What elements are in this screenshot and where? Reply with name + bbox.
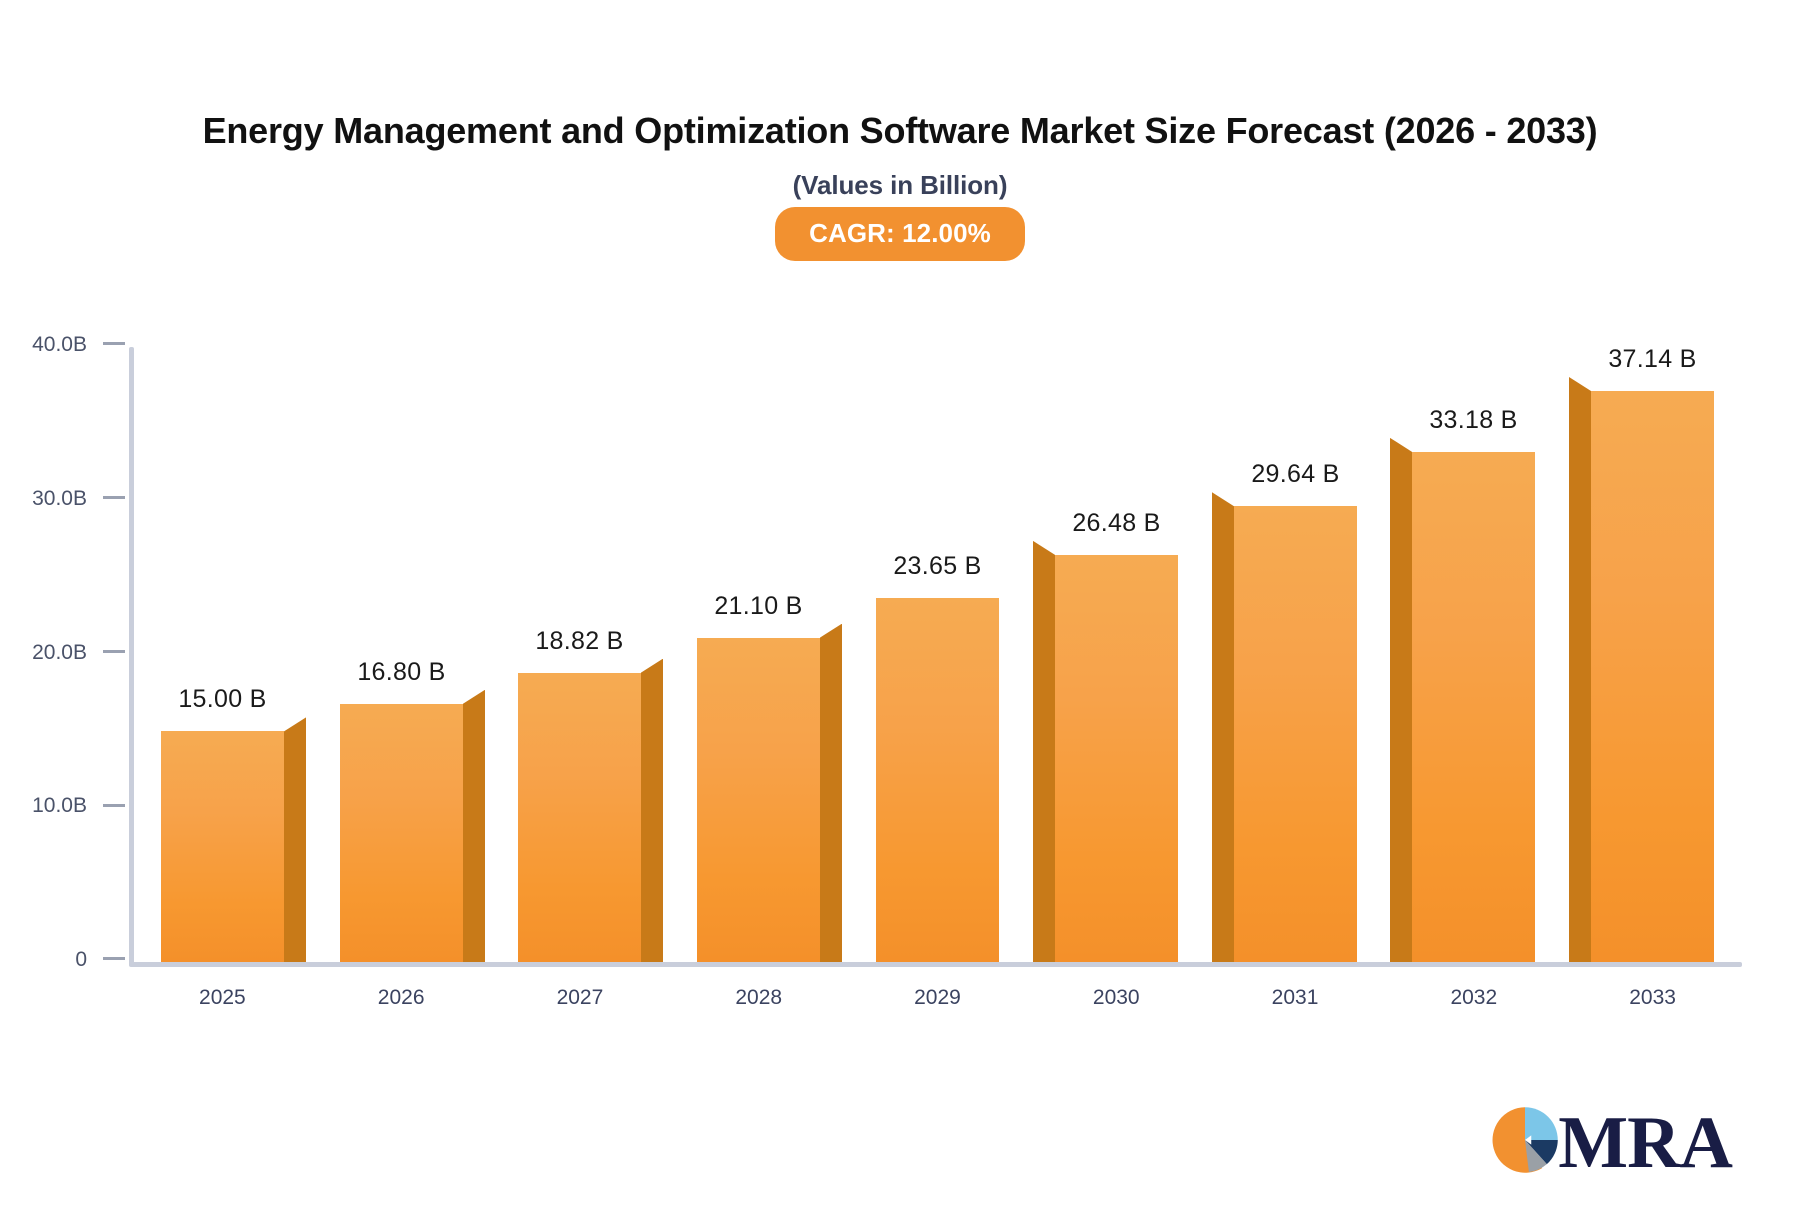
y-axis-tick-label: 30.0B bbox=[32, 486, 87, 510]
page-title: Energy Management and Optimization Softw… bbox=[202, 110, 1598, 151]
x-axis-tick-label: 2025 bbox=[199, 986, 246, 1009]
status-badge-cagr: CAGR: 12.00% bbox=[775, 207, 1025, 262]
bar-2032[interactable]: 33.18 B bbox=[1390, 406, 1535, 962]
bar-2026[interactable]: 16.80 B bbox=[340, 658, 485, 962]
bar-side-face bbox=[820, 623, 842, 962]
y-axis-tick: 10.0B bbox=[0, 794, 125, 818]
bar-value-label: 37.14 B bbox=[1608, 344, 1697, 373]
y-axis-tick-label: 40.0B bbox=[32, 333, 87, 356]
bar-value-label: 15.00 B bbox=[178, 685, 267, 714]
x-axis-tick-label: 2032 bbox=[1450, 986, 1498, 1009]
y-axis-tick-label: 10.0B bbox=[32, 794, 87, 818]
bar-2027[interactable]: 18.82 B bbox=[518, 627, 663, 962]
x-axis-tick-label: 2026 bbox=[377, 986, 425, 1009]
chart-header: Energy Management and Optimization Softw… bbox=[0, 0, 1800, 262]
y-axis-tick: 0 bbox=[0, 948, 125, 972]
x-axis-tick-label: 2030 bbox=[1092, 986, 1140, 1009]
bar-side-face bbox=[463, 689, 485, 962]
bar-value-label: 29.64 B bbox=[1251, 460, 1340, 489]
mra-logo: MRA bbox=[1486, 1101, 1733, 1184]
x-axis-tick-label: 2028 bbox=[735, 986, 783, 1009]
bar-front-face bbox=[1591, 390, 1714, 962]
y-axis-tick-label: 20.0B bbox=[32, 640, 87, 664]
bar-value-label: 26.48 B bbox=[1072, 508, 1161, 537]
bar-2029[interactable]: 23.65 B bbox=[876, 552, 999, 962]
bar-value-label: 16.80 B bbox=[357, 657, 446, 686]
bar-front-face bbox=[518, 672, 641, 962]
y-axis-tick-mark bbox=[103, 649, 125, 653]
y-axis-tick-label: 0 bbox=[75, 948, 87, 971]
y-axis-tick-mark bbox=[103, 496, 125, 500]
bar-2033[interactable]: 37.14 B bbox=[1569, 345, 1714, 962]
x-axis-tick-label: 2027 bbox=[556, 986, 604, 1009]
bar-side-face bbox=[1390, 437, 1412, 962]
bar-value-label: 21.10 B bbox=[714, 591, 803, 620]
bar-front-face bbox=[1412, 451, 1535, 962]
y-axis-tick: 20.0B bbox=[0, 641, 125, 665]
x-axis-tick-label: 2031 bbox=[1271, 986, 1319, 1009]
bar-front-face bbox=[1234, 506, 1357, 962]
bar-value-label: 23.65 B bbox=[893, 552, 982, 581]
bar-value-label: 18.82 B bbox=[535, 626, 624, 655]
bar-value-label: 33.18 B bbox=[1429, 405, 1518, 434]
bar-2028[interactable]: 21.10 B bbox=[697, 592, 842, 962]
x-axis-tick-label: 2033 bbox=[1629, 986, 1676, 1009]
x-axis-baseline bbox=[129, 962, 1742, 967]
bar-side-face bbox=[1569, 376, 1591, 962]
cagr-badge-container: CAGR: 12.00% bbox=[0, 207, 1800, 262]
bar-front-face bbox=[161, 731, 284, 962]
bar-2031[interactable]: 29.64 B bbox=[1212, 460, 1357, 962]
bar-side-face bbox=[284, 717, 306, 962]
y-axis-tick: 40.0B bbox=[0, 333, 125, 357]
y-axis-tick-mark bbox=[103, 803, 125, 807]
bar-side-face bbox=[641, 658, 663, 962]
bar-front-face bbox=[876, 598, 999, 962]
y-axis-tick: 30.0B bbox=[0, 487, 125, 511]
x-axis-tick-label: 2029 bbox=[914, 986, 961, 1009]
bar-side-face bbox=[1212, 492, 1234, 962]
pie-chart-mark-icon bbox=[1486, 1101, 1564, 1184]
bar-front-face bbox=[697, 637, 820, 962]
bar-2025[interactable]: 15.00 B bbox=[161, 685, 306, 962]
bar-front-face bbox=[1055, 554, 1178, 962]
bar-front-face bbox=[340, 703, 463, 962]
bar-side-face bbox=[1033, 540, 1055, 962]
bar-2030[interactable]: 26.48 B bbox=[1033, 509, 1178, 962]
y-axis-tick-mark bbox=[103, 342, 125, 346]
y-axis-tick-mark bbox=[103, 957, 125, 961]
logo-wordmark: MRA bbox=[1558, 1101, 1733, 1184]
y-axis-spine bbox=[129, 347, 134, 966]
chart-subtitle: (Values in Billion) bbox=[792, 170, 1008, 201]
